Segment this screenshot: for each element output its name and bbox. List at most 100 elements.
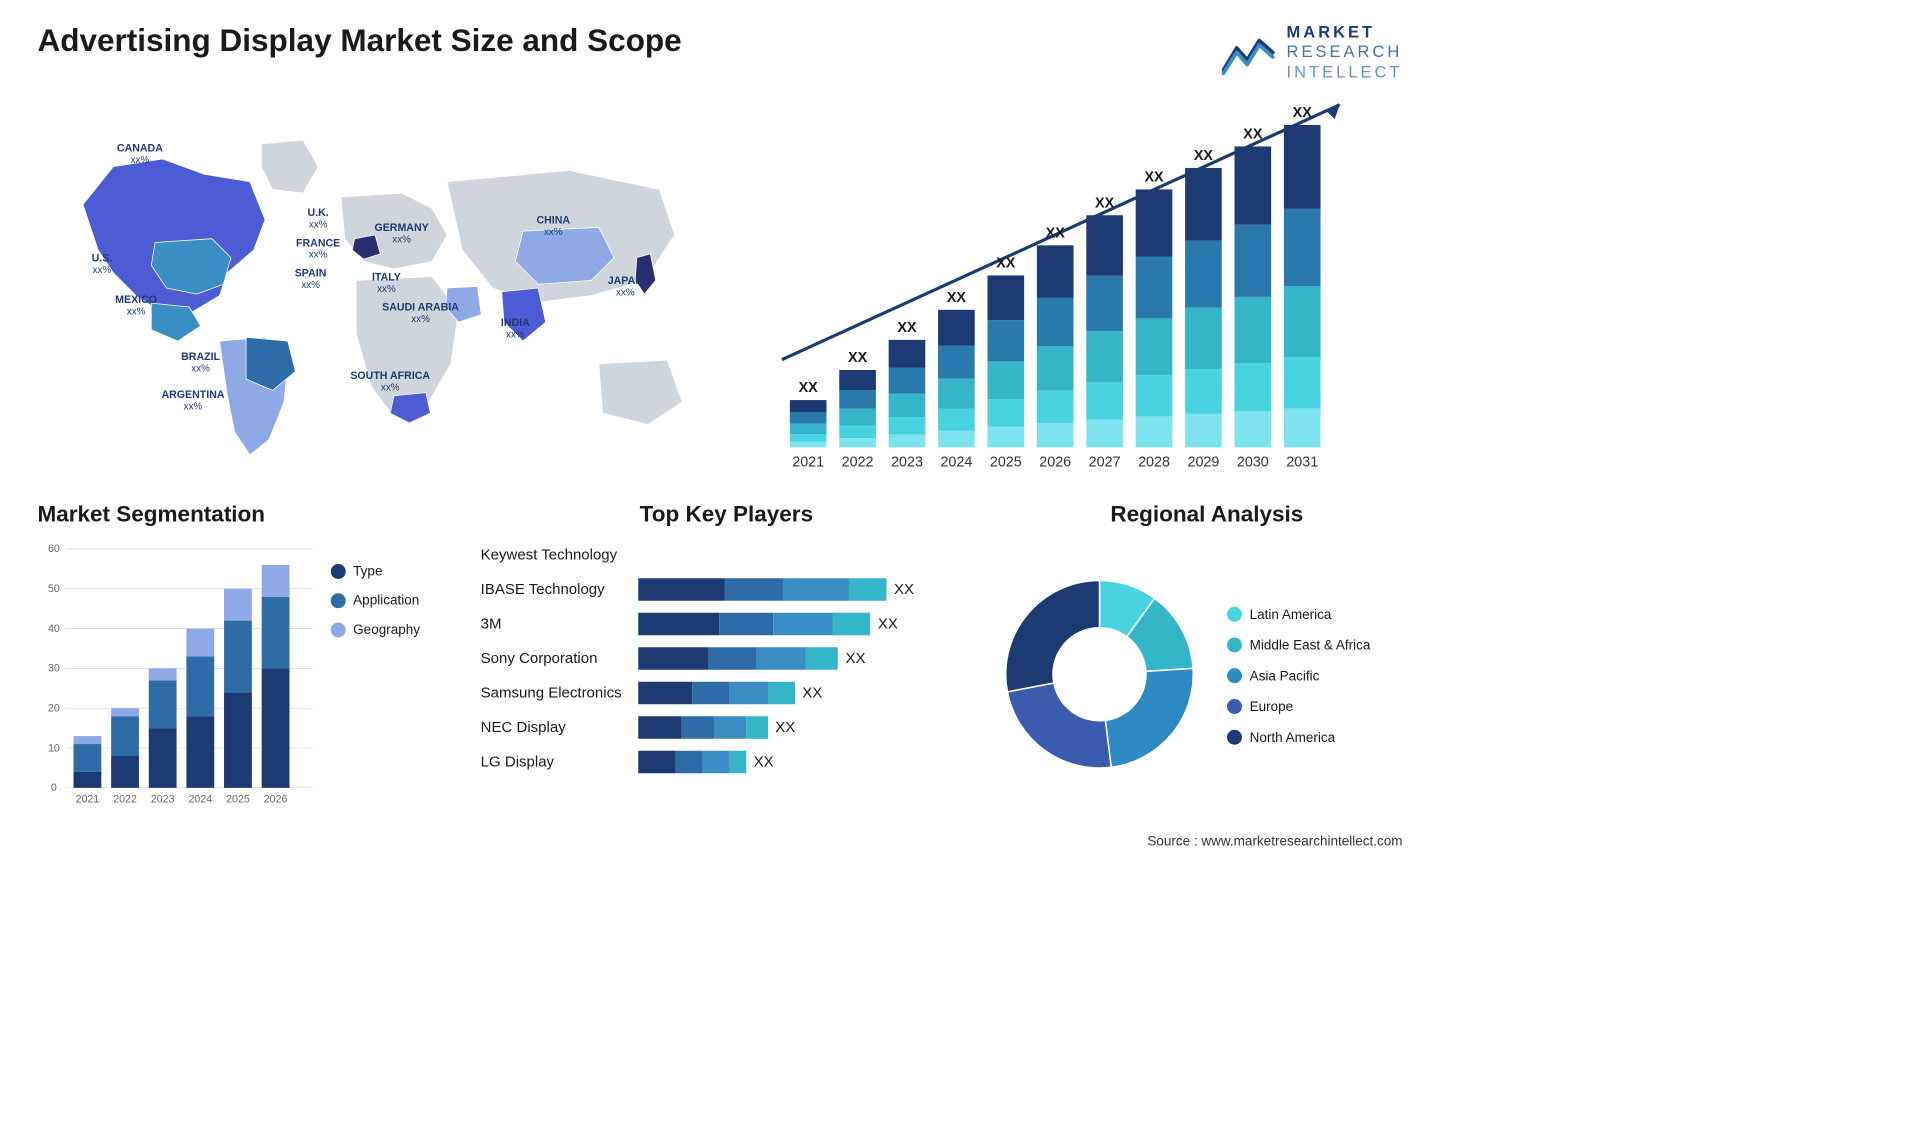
player-bar-seg	[730, 682, 768, 705]
world-map-card: CANADAxx%U.S.xx%MEXICOxx%BRAZILxx%ARGENT…	[38, 97, 706, 480]
trend-bar-seg	[1136, 319, 1173, 376]
seg-bar-seg	[111, 716, 139, 756]
trend-bar-seg	[1185, 414, 1222, 448]
trend-bar-seg	[987, 399, 1024, 427]
player-value: XX	[775, 719, 795, 736]
trend-bar-seg	[1284, 286, 1321, 357]
player-bar-seg	[692, 682, 730, 705]
legend-swatch	[1227, 638, 1242, 653]
player-bar-seg	[681, 716, 713, 739]
player-bar	[638, 682, 795, 705]
map-label: SOUTH AFRICA	[350, 370, 430, 382]
player-bar	[638, 578, 886, 601]
trend-bar-label: XX	[1243, 127, 1263, 143]
trend-bar-seg	[1136, 375, 1173, 416]
trend-year-label: 2021	[792, 455, 824, 471]
player-name: NEC Display	[481, 719, 639, 736]
trend-bar-label: XX	[897, 320, 917, 336]
player-bar-seg	[833, 613, 871, 636]
trend-year-label: 2030	[1237, 455, 1269, 471]
map-label-value: xx%	[411, 314, 430, 325]
map-region-brazil	[246, 337, 295, 390]
player-name: 3M	[481, 616, 639, 633]
map-label: JAPAN	[608, 275, 643, 287]
trend-bar-seg	[889, 435, 926, 448]
logo-text: MARKET RESEARCH INTELLECT	[1287, 23, 1403, 82]
trend-bar-seg	[938, 310, 975, 346]
map-label-value: xx%	[506, 329, 525, 340]
map-label-value: xx%	[127, 307, 146, 318]
player-name: LG Display	[481, 754, 639, 771]
player-value: XX	[894, 581, 914, 598]
map-region-south-africa	[390, 393, 430, 423]
trend-bar-seg	[1185, 241, 1222, 308]
map-label-value: xx%	[301, 280, 320, 291]
segmentation-chart: 0102030405060202120222023202420252026	[38, 541, 316, 811]
player-value: XX	[802, 685, 822, 702]
bottom-row: Market Segmentation 01020304050602021202…	[38, 502, 1403, 810]
trend-bar-label: XX	[947, 290, 967, 306]
player-value: XX	[878, 616, 898, 633]
legend-label: North America	[1250, 730, 1336, 746]
map-label: CHINA	[536, 215, 570, 227]
seg-bar-seg	[224, 621, 252, 693]
player-bar-seg	[806, 647, 838, 670]
trend-bar-seg	[1136, 190, 1173, 257]
trend-year-label: 2028	[1138, 455, 1170, 471]
region-legend-item: Asia Pacific	[1227, 668, 1412, 684]
seg-bar-seg	[224, 692, 252, 788]
player-name: Keywest Technology	[481, 547, 639, 564]
legend-label: Asia Pacific	[1250, 668, 1320, 684]
regional-body: Latin America Middle East & Africa Asia Pa…	[1002, 541, 1412, 811]
player-bar-seg	[784, 578, 849, 601]
trend-year-label: 2026	[1039, 455, 1071, 471]
player-bar-seg	[638, 647, 708, 670]
trend-bar-seg	[1235, 147, 1272, 225]
player-bar-seg	[719, 613, 773, 636]
trend-bar-label: XX	[848, 350, 868, 366]
player-bar	[638, 647, 838, 670]
map-label-value: xx%	[616, 288, 635, 299]
region-legend-item: Latin America	[1227, 607, 1412, 623]
source-label: Source : www.marketresearchintellect.com	[1147, 833, 1402, 849]
segmentation-title: Market Segmentation	[38, 502, 451, 528]
player-bar-cell: XX	[638, 575, 972, 604]
regional-card: Regional Analysis Latin AmericaMiddle Ea…	[1002, 502, 1412, 810]
trend-bar-seg	[987, 362, 1024, 400]
seg-bar-seg	[73, 736, 101, 744]
player-bar-seg	[768, 682, 795, 705]
player-bar-cell	[638, 541, 972, 570]
player-bar-seg	[746, 716, 768, 739]
map-label: MEXICO	[115, 294, 157, 306]
trend-year-label: 2025	[990, 455, 1022, 471]
player-bar-seg	[725, 578, 784, 601]
trend-bar-seg	[1086, 215, 1123, 275]
player-bar-cell: XX	[638, 644, 972, 673]
map-region-australia	[599, 360, 682, 424]
logo-icon	[1222, 30, 1276, 75]
trend-bar-seg	[1185, 369, 1222, 414]
trend-year-label: 2029	[1187, 455, 1219, 471]
trend-bar-seg	[1136, 257, 1173, 319]
players-list: Keywest TechnologyIBASE TechnologyXX3MXX…	[481, 541, 972, 777]
region-legend-item: Middle East & Africa	[1227, 637, 1412, 653]
map-label-value: xx%	[392, 235, 411, 246]
seg-year-label: 2025	[226, 794, 250, 806]
map-label-value: xx%	[309, 250, 328, 261]
map-label-value: xx%	[191, 364, 210, 375]
seg-bar-seg	[111, 756, 139, 788]
map-label: SPAIN	[295, 268, 327, 280]
trend-bar-label: XX	[1293, 105, 1313, 121]
legend-swatch	[331, 564, 346, 579]
map-label-value: xx%	[544, 227, 563, 238]
legend-swatch	[1227, 730, 1242, 745]
player-bar-cell: XX	[638, 713, 972, 742]
trend-bar-seg	[839, 409, 876, 426]
trend-year-label: 2022	[842, 455, 874, 471]
seg-bar-seg	[224, 589, 252, 621]
player-bar	[638, 751, 746, 774]
seg-legend-item: Geography	[331, 622, 451, 638]
player-bar-seg	[703, 751, 730, 774]
player-bar-seg	[849, 578, 887, 601]
trend-bar-label: XX	[1194, 148, 1214, 164]
